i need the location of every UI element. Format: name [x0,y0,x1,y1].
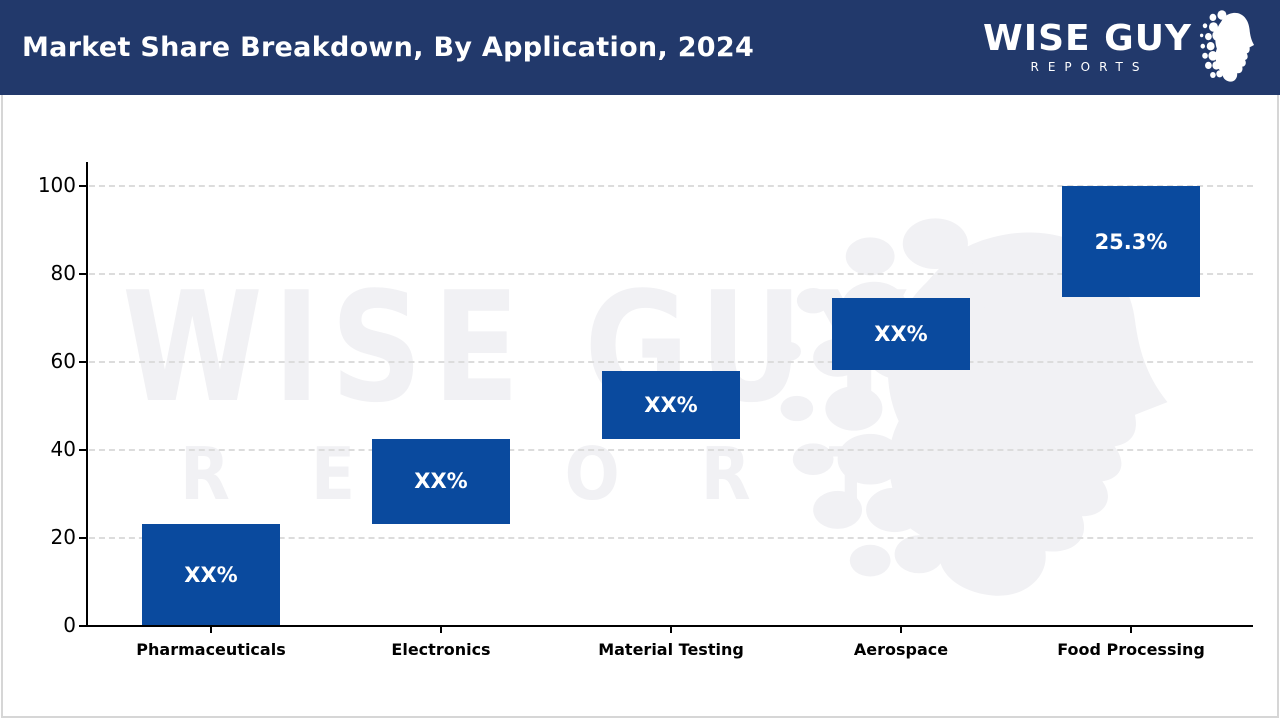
x-category-label: Electronics [391,640,491,659]
x-category-label: Food Processing [1057,640,1205,659]
y-tick-mark [79,361,87,363]
x-category-label: Pharmaceuticals [136,640,286,659]
bar-electronics: XX% [372,439,510,524]
gridline-y80 [89,273,1253,275]
page-title: Market Share Breakdown, By Application, … [22,32,755,63]
y-tick-label: 60 [50,349,76,373]
y-tick-label: 80 [50,261,76,285]
y-tick-mark [79,185,87,187]
x-tick-mark [670,627,672,633]
bar-value-label: XX% [414,469,468,494]
bar-aerospace: XX% [832,298,970,370]
wiseguy-logo-text: WISE GUY REPORTS [982,18,1192,75]
bar-value-label: XX% [644,392,698,417]
gridline-y20 [89,537,1253,539]
gridline-y100 [89,185,1253,187]
x-axis-line [86,625,1253,627]
watermark-wordmark: WISE GUY [122,259,916,436]
x-tick-mark [440,627,442,633]
y-tick-mark [79,537,87,539]
x-category-label: Material Testing [598,640,744,659]
x-category-label: Aerospace [853,640,949,659]
wiseguy-head-icon [1199,9,1255,82]
y-tick-mark [79,273,87,275]
gridline-y60 [89,361,1253,363]
y-tick-label: 20 [50,525,76,549]
bar-value-label: 25.3% [1094,229,1168,254]
bar-food-processing: 25.3% [1062,186,1200,298]
header-bar: Market Share Breakdown, By Application, … [0,0,1280,95]
y-axis-line [86,162,88,627]
wiseguy-logo-wordmark: WISE GUY [982,18,1192,59]
gridline-y40 [89,449,1253,451]
bar-pharmaceuticals: XX% [142,523,280,626]
x-tick-mark [1130,627,1132,633]
y-tick-label: 0 [63,613,76,637]
y-tick-mark [79,625,87,627]
watermark-head-icon [776,218,1168,596]
y-tick-label: 100 [37,173,76,197]
bar-value-label: XX% [184,562,238,587]
wiseguy-logo-subtitle: REPORTS [1030,60,1149,74]
bar-value-label: XX% [874,322,928,347]
x-tick-mark [900,627,902,633]
wiseguy-logo: WISE GUY REPORTS [983,9,1258,87]
bar-material-testing: XX% [602,370,740,439]
y-tick-mark [79,449,87,451]
x-tick-mark [210,627,212,633]
y-tick-label: 40 [50,437,76,461]
